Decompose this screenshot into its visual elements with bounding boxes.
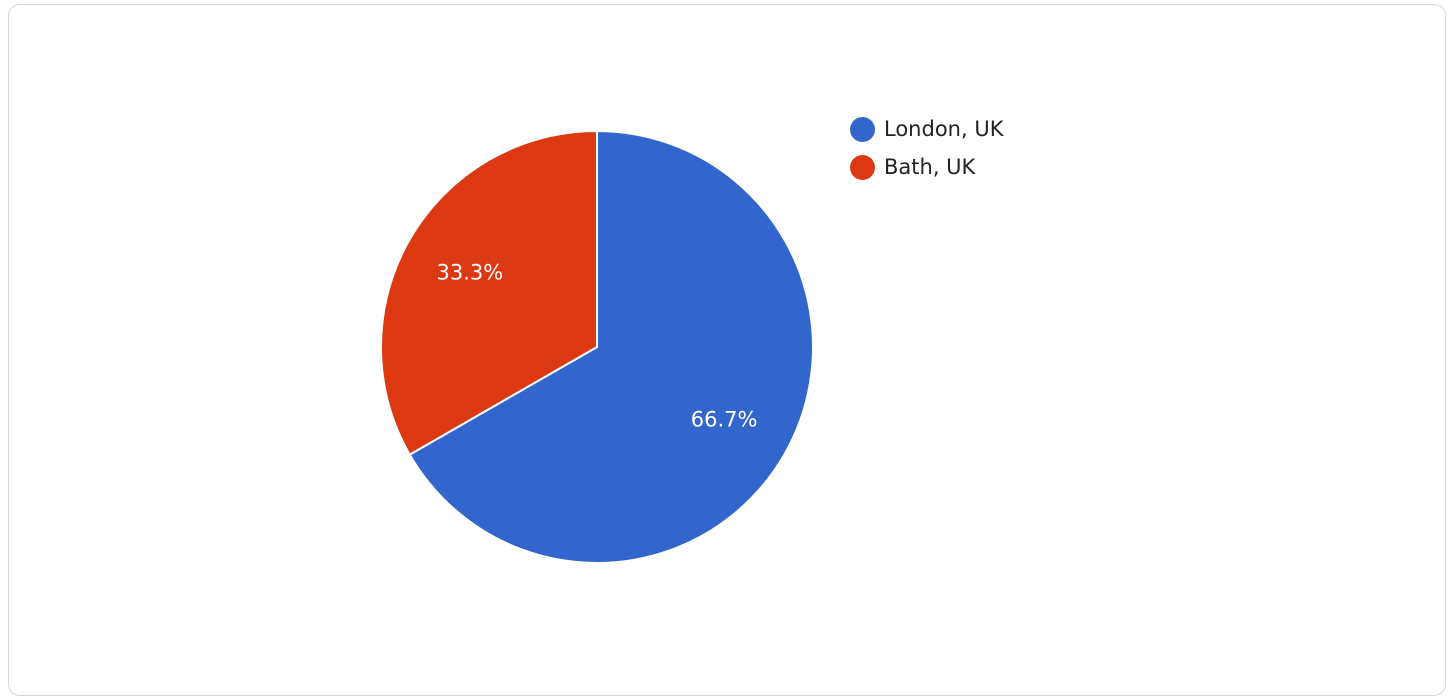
slice-label-bath: 33.3% xyxy=(437,260,504,284)
slice-label-london: 66.7% xyxy=(691,408,758,432)
chart-legend: London, UK Bath, UK xyxy=(850,110,1003,186)
legend-label-london: London, UK xyxy=(884,117,1004,141)
pie-slice-london[interactable] xyxy=(408,129,814,564)
legend-swatch-bath xyxy=(850,154,875,180)
legend-item-london[interactable]: London, UK xyxy=(850,110,1003,148)
pie-slices xyxy=(380,129,814,564)
legend-swatch-london xyxy=(850,116,875,142)
legend-label-bath: Bath, UK xyxy=(884,155,976,179)
pie-slice-labels: 66.7% 33.3% xyxy=(437,260,758,431)
legend-item-bath[interactable]: Bath, UK xyxy=(850,148,1003,186)
pie-slice-bath[interactable] xyxy=(380,129,598,456)
